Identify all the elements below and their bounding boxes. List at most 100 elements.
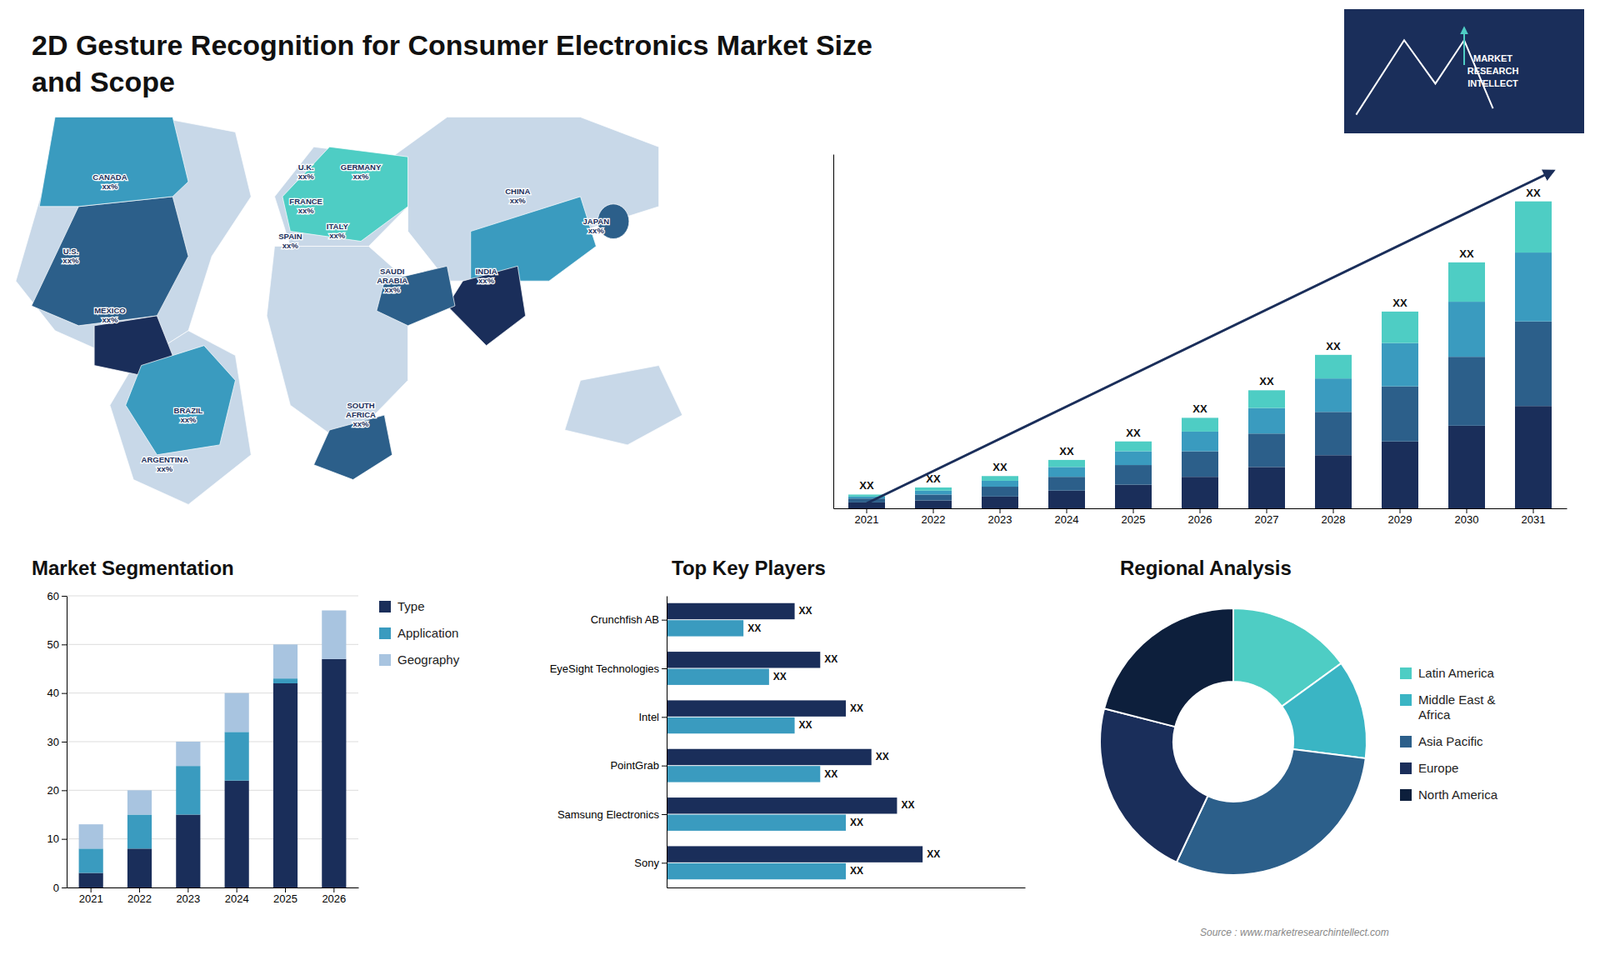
bar-segment <box>1181 451 1219 478</box>
y-axis-tick: 40 <box>47 686 67 700</box>
bar <box>666 700 846 716</box>
grid-line <box>66 644 359 645</box>
x-axis-tick-mark <box>933 508 935 514</box>
landmass <box>565 365 683 445</box>
donut-chart <box>1100 608 1367 875</box>
bar-segment <box>79 873 104 889</box>
bar-segment <box>1315 455 1352 509</box>
map-label-line: INDIA <box>475 265 498 275</box>
dashboard: 2D Gesture Recognition for Consumer Elec… <box>0 0 1600 955</box>
y-axis-tick: 20 <box>47 784 67 797</box>
data-label: XX <box>824 768 838 780</box>
trend-arrow <box>866 170 1554 504</box>
x-axis-tick: 2021 <box>855 508 880 526</box>
logo-box <box>1344 9 1585 134</box>
legend-swatch <box>1400 735 1412 748</box>
country <box>470 196 597 281</box>
y-axis-tick: Intel <box>638 710 667 724</box>
chart-title: 2D Gesture Recognition for Consumer Elec… <box>31 29 873 98</box>
bar-segment <box>1515 321 1552 407</box>
x-axis-tick-label: 2028 <box>1321 513 1346 526</box>
map-label-line: xx% <box>101 180 119 190</box>
map-label-line: xx% <box>62 255 80 265</box>
y-axis-tick-mark <box>661 765 667 767</box>
x-axis-tick-mark <box>1000 508 1001 514</box>
x-axis-tick-mark <box>139 887 140 893</box>
bar-segment <box>175 741 200 766</box>
map-label: CANADAxx% <box>92 171 127 190</box>
bar-segment <box>1048 476 1085 491</box>
bar-segment <box>915 494 952 500</box>
x-axis-tick-mark <box>1133 508 1135 514</box>
bar-segment <box>1248 433 1285 467</box>
y-axis-tick-label: 0 <box>53 881 60 895</box>
legend-label-line: Type <box>397 599 425 614</box>
legend-label: Latin America <box>1418 665 1495 680</box>
total-label: XX <box>859 479 875 492</box>
legend-label: North America <box>1418 787 1499 802</box>
x-axis-tick: 2029 <box>1388 508 1413 526</box>
map-label-line: AFRICA <box>345 410 376 420</box>
legend-item: Type <box>379 599 425 614</box>
bar-segment <box>1448 356 1485 426</box>
legend-swatch <box>1400 789 1412 801</box>
y-axis-tick-mark <box>61 839 67 840</box>
total-label: XX <box>1192 402 1208 415</box>
data-label: XX <box>850 816 864 829</box>
chart-title-line: 2D Gesture Recognition for Consumer Elec… <box>31 29 873 61</box>
grid-line <box>66 838 359 840</box>
donut-slice <box>1281 663 1367 759</box>
map: CANADAxx%U.S.xx%MEXICOxx%BRAZILxx%ARGENT… <box>15 117 683 505</box>
legend-item: Latin America <box>1400 665 1495 680</box>
map-label: SPAINxx% <box>278 231 302 250</box>
data-label: XX <box>900 799 915 811</box>
map-label: GERMANYxx% <box>340 161 382 180</box>
bar-segment <box>127 790 152 815</box>
x-axis-tick-mark <box>1066 508 1068 514</box>
x-axis-tick-mark <box>1466 508 1468 514</box>
bar-segment <box>1381 311 1419 344</box>
y-axis-line <box>666 596 668 889</box>
data-labels: XXXXXXXXXXXXXXXXXXXXXXXX <box>747 605 940 877</box>
bar-segment <box>915 500 952 509</box>
y-axis: 0102030405060 <box>47 590 68 895</box>
chart-title: Top Key Players <box>671 556 826 580</box>
chart-title: Regional Analysis <box>1120 556 1292 580</box>
legend-label: Application <box>397 625 459 640</box>
x-axis-tick-label: 2021 <box>79 892 104 905</box>
map-label-line: SOUTH <box>346 400 375 410</box>
bar-series <box>848 405 1552 509</box>
y-axis-tick: 0 <box>53 881 67 895</box>
x-axis-tick: 2021 <box>79 887 104 905</box>
map-label: INDIAxx% <box>475 265 498 285</box>
total-labels: XXXXXXXXXXXXXXXXXXXXXX <box>859 186 1541 493</box>
bar-segment <box>1315 411 1352 455</box>
legend-label: Geography <box>397 652 460 667</box>
x-axis-tick: 2024 <box>225 887 250 905</box>
x-axis-tick-label: 2031 <box>1521 513 1546 526</box>
logo-text-line: INTELLECT <box>1467 77 1519 88</box>
y-axis: Crunchfish ABEyeSight TechnologiesIntelP… <box>550 596 668 889</box>
total-label: XX <box>1325 340 1341 353</box>
map-label-line: xx% <box>329 230 346 240</box>
x-axis-tick-label: 2026 <box>1188 513 1213 526</box>
bar-segment <box>1048 466 1085 477</box>
chart-root: 2D Gesture Recognition for Consumer Elec… <box>0 0 1600 955</box>
map-label: ARGENTINAxx% <box>141 455 190 474</box>
map-label-line: U.K. <box>298 161 315 171</box>
bar-segment <box>1315 378 1352 412</box>
map-label-line: ARABIA <box>376 275 408 285</box>
y-axis-tick: 50 <box>47 638 67 651</box>
bar-segment <box>1381 386 1419 442</box>
legend-item: North America <box>1400 787 1499 802</box>
grid-line <box>66 595 359 597</box>
x-axis-tick-label: 2023 <box>175 892 200 905</box>
y-axis-tick-label: 40 <box>47 686 60 700</box>
y-axis-tick-mark <box>661 620 667 621</box>
y-axis-tick-mark <box>661 814 667 815</box>
x-axis-tick-label: 2021 <box>855 513 880 526</box>
x-axis: 202120222023202420252026 <box>67 887 360 905</box>
bar <box>666 815 846 831</box>
x-axis-tick: 2026 <box>1188 508 1213 526</box>
map-label-line: xx% <box>353 419 370 429</box>
